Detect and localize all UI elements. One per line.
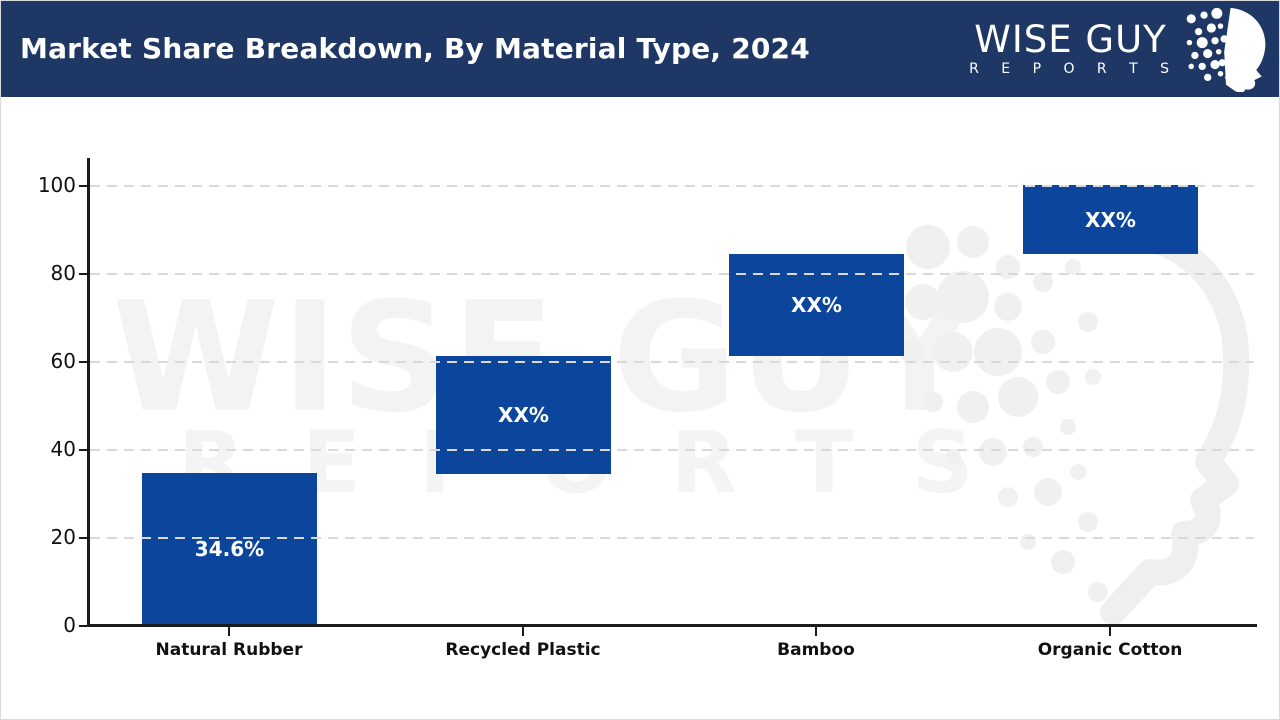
y-tick-label: 40 [50, 437, 76, 461]
y-tick-label: 60 [50, 349, 76, 373]
gridline-80 [90, 273, 1254, 275]
gridline-20 [90, 537, 1254, 539]
brand-name: WISE GUY [974, 17, 1167, 61]
x-tick [522, 627, 524, 636]
page-title: Market Share Breakdown, By Material Type… [20, 32, 810, 65]
x-axis-spine [87, 624, 1257, 627]
brand-logo-text: WISE GUY R E P O R T S [963, 21, 1178, 77]
x-category-label: Bamboo [777, 640, 855, 660]
y-axis-spine [87, 158, 90, 627]
bar-label: XX% [1085, 207, 1136, 232]
bar-natural-rubber: 34.6% [142, 473, 317, 625]
y-tick-label: 20 [50, 525, 76, 549]
y-tick-label: 0 [63, 613, 76, 637]
y-tick [79, 449, 87, 451]
y-tick-label: 100 [37, 173, 76, 197]
x-tick [815, 627, 817, 636]
y-tick [79, 185, 87, 187]
gridline-60 [90, 361, 1254, 363]
bar-label: 34.6% [194, 537, 265, 561]
y-tick [79, 273, 87, 275]
bar-label: XX% [791, 293, 842, 317]
gridline-100 [90, 185, 1254, 187]
bar-recycled-plastic: XX% [436, 356, 611, 474]
brand-subtitle: R E P O R T S [969, 60, 1178, 77]
x-category-label: Recycled Plastic [445, 640, 601, 660]
bar-organic-cotton: XX% [1023, 185, 1198, 254]
y-tick [79, 537, 87, 539]
y-tick [79, 625, 87, 627]
wiseguy-face-icon [1186, 7, 1266, 92]
y-tick [79, 361, 87, 363]
brand-logo: WISE GUY R E P O R T S [963, 0, 1272, 97]
x-tick [228, 627, 230, 636]
watermark-face-icon [901, 222, 1250, 624]
bar-label: XX% [498, 403, 549, 427]
y-tick-label: 80 [50, 261, 76, 285]
header-band: Market Share Breakdown, By Material Type… [0, 0, 1280, 97]
bar-bamboo: XX% [729, 254, 904, 356]
x-tick [1109, 627, 1111, 636]
x-category-label: Organic Cotton [1037, 640, 1183, 660]
x-category-label: Natural Rubber [155, 640, 303, 660]
gridline-40 [90, 449, 1254, 451]
